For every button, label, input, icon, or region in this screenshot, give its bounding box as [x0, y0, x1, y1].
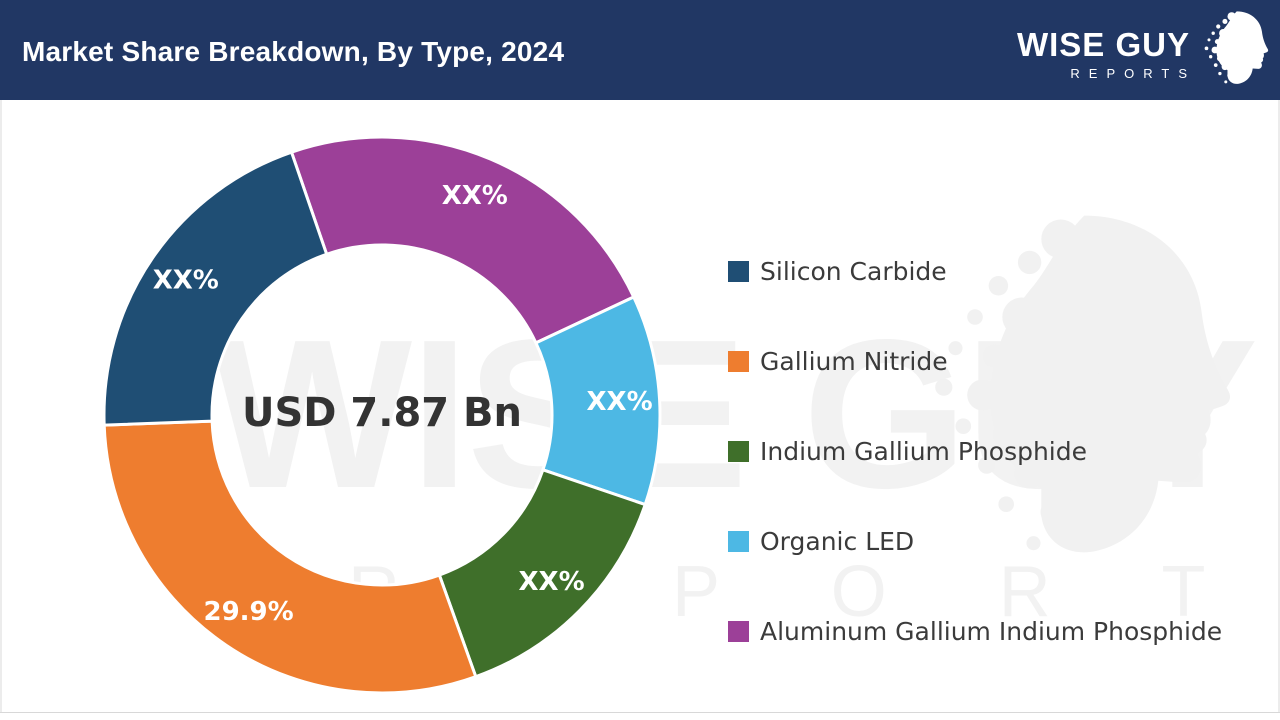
- segment-value-label: XX%: [519, 567, 585, 597]
- legend-swatch: [728, 260, 749, 282]
- left-border-line: [0, 100, 2, 713]
- segment-value-label: XX%: [153, 265, 219, 295]
- legend-item: Indium Gallium Phosphide: [728, 406, 1222, 496]
- legend-swatch: [728, 350, 749, 372]
- legend-swatch: [728, 440, 749, 462]
- legend-item: Aluminum Gallium Indium Phosphide: [728, 586, 1222, 676]
- donut-segment-silicon-carbide: [102, 150, 329, 427]
- brand-subname: REPORTS: [1070, 66, 1196, 81]
- right-border-line: [1278, 100, 1280, 713]
- legend-label: Indium Gallium Phosphide: [760, 436, 1088, 466]
- donut-segment-aluminum-gallium-indium-phosphide: [289, 135, 636, 345]
- header-bar: Market Share Breakdown, By Type, 2024 WI…: [0, 0, 1280, 100]
- legend-swatch: [728, 530, 749, 552]
- bottom-border-line: [0, 712, 1280, 713]
- legend-label: Organic LED: [760, 526, 915, 556]
- chart-legend: Silicon Carbide Gallium Nitride Indium Gal…: [728, 226, 1222, 676]
- brand-name: WISE GUY: [1016, 26, 1190, 63]
- legend-item: Silicon Carbide: [728, 226, 1222, 316]
- donut-segment-gallium-nitride: [102, 419, 478, 695]
- segment-value-label: XX%: [442, 181, 508, 211]
- brand-face-icon: [1204, 11, 1269, 84]
- legend-label: Gallium Nitride: [760, 346, 948, 376]
- legend-label: Aluminum Gallium Indium Phosphide: [760, 616, 1223, 646]
- segment-value-label: 29.9%: [203, 597, 293, 627]
- legend-label: Silicon Carbide: [760, 256, 947, 286]
- legend-item: Organic LED: [728, 496, 1222, 586]
- legend-item: Gallium Nitride: [728, 316, 1222, 406]
- donut-chart: XX% XX% XX% 29.9% XX%: [102, 135, 662, 695]
- brand-logo: WISE GUY REPORTS: [1008, 4, 1269, 96]
- donut-center-value: USD 7.87 Bn: [242, 390, 522, 436]
- segment-value-label: XX%: [587, 387, 653, 417]
- brand-wordmark: WISE GUY REPORTS: [1017, 26, 1190, 81]
- legend-swatch: [728, 620, 749, 642]
- page-title: Market Share Breakdown, By Type, 2024: [22, 36, 565, 67]
